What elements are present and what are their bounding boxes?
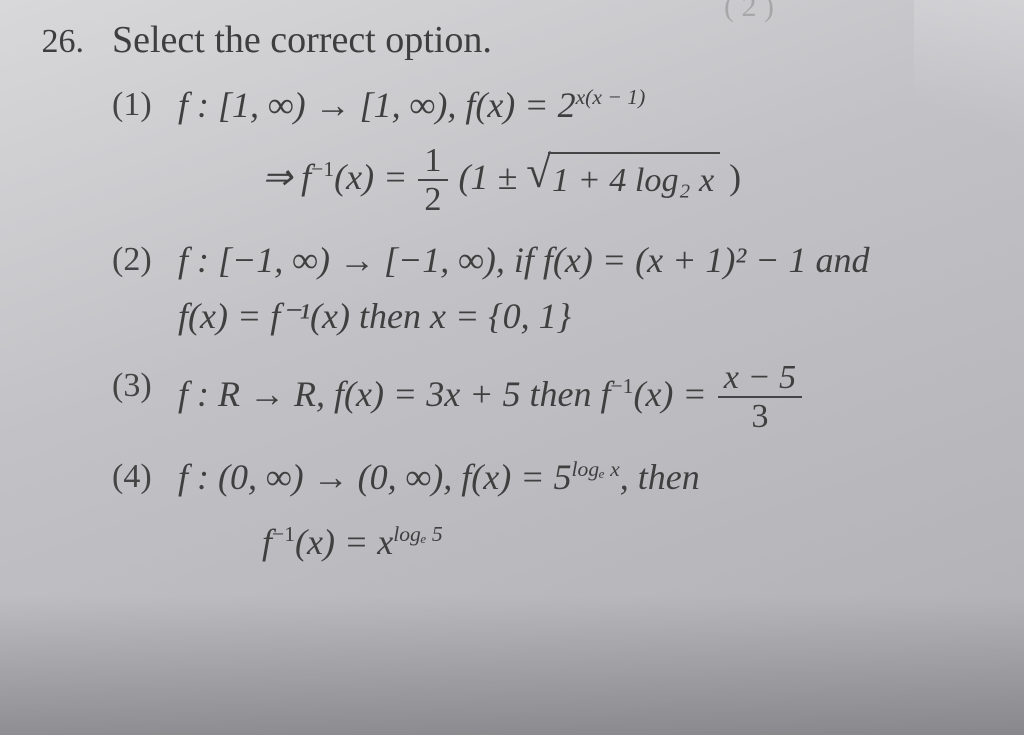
option4-line1-a: f : (0, ∞) → (0, ∞), f(x) = 5 — [178, 457, 572, 497]
option4-line2-b: (x) = x — [295, 522, 393, 562]
option1-line1-a: f : [1, ∞) → [1, ∞), — [178, 85, 465, 125]
options-list: (1) f : [1, ∞) → [1, ∞), f(x) = 2x(x − 1… — [112, 78, 984, 571]
option1-line1-exp: x(x − 1) — [576, 85, 646, 109]
question-prompt: Select the correct option. — [112, 18, 492, 62]
option-3: (3) f : R → R, f(x) = 3x + 5 then f−1(x)… — [112, 359, 984, 436]
partial-fragment: ( 2 ) — [724, 0, 774, 24]
option3-a: f : R → R, f(x) = 3x + 5 then f — [178, 373, 610, 413]
option-4-line2: f−1(x) = xlogₑ 5 — [262, 514, 984, 572]
option-number: (2) — [112, 233, 160, 279]
option4-line2-a: f — [262, 522, 272, 562]
option4-line1-exp: logₑ x — [572, 457, 620, 481]
option4-line1-b: , then — [620, 457, 700, 497]
inverse-exp: −1 — [311, 157, 334, 181]
option-body: f : (0, ∞) → (0, ∞), f(x) = 5logₑ x, the… — [178, 450, 700, 506]
option3-b: (x) = — [633, 373, 715, 413]
option-body: f : [1, ∞) → [1, ∞), f(x) = 2x(x − 1) — [178, 78, 645, 134]
option-1: (1) f : [1, ∞) → [1, ∞), f(x) = 2x(x − 1… — [112, 78, 984, 134]
question-row: 26. Select the correct option. — [30, 18, 984, 62]
question-number: 26. — [30, 23, 84, 61]
frac-num: 1 — [418, 142, 447, 182]
frac-num: x − 5 — [718, 359, 802, 399]
inverse-exp: −1 — [272, 522, 295, 546]
option1-line2-c: (1 ± — [459, 157, 527, 197]
option1-line2-b: (x) = — [334, 157, 416, 197]
option-2: (2) f : [−1, ∞) → [−1, ∞), if f(x) = (x … — [112, 233, 984, 345]
option-number: (1) — [112, 78, 160, 124]
radicand: 1 + 4 log₂ x — [548, 152, 720, 209]
option4-line2-exp: logₑ 5 — [393, 522, 442, 546]
exam-page: 26. Select the correct option. (1) f : [… — [0, 0, 1024, 611]
option2-line1: f : [−1, ∞) → [−1, ∞), if f(x) = (x + 1)… — [178, 240, 870, 280]
inverse-exp: −1 — [610, 373, 633, 397]
option1-line2-d: ) — [729, 157, 741, 197]
fraction-xm5-3: x − 5 3 — [718, 359, 802, 436]
sqrt: √ 1 + 4 log₂ x — [526, 152, 720, 209]
option1-line2-a: ⇒ f — [262, 157, 311, 197]
frac-den: 3 — [718, 398, 802, 436]
option-number: (3) — [112, 359, 160, 405]
frac-den: 2 — [418, 181, 447, 219]
fraction-half: 1 2 — [418, 142, 447, 219]
option-body: f : R → R, f(x) = 3x + 5 then f−1(x) = x… — [178, 359, 804, 436]
option-number: (4) — [112, 450, 160, 496]
option2-line2: f(x) = f⁻¹(x) then x = {0, 1} — [178, 296, 571, 336]
option-1-line2: ⇒ f−1(x) = 1 2 (1 ± √ 1 + 4 log₂ x ) — [262, 142, 984, 219]
option-4: (4) f : (0, ∞) → (0, ∞), f(x) = 5logₑ x,… — [112, 450, 984, 506]
option-body: f : [−1, ∞) → [−1, ∞), if f(x) = (x + 1)… — [178, 233, 870, 345]
option1-line1-b: f(x) = 2 — [465, 85, 575, 125]
